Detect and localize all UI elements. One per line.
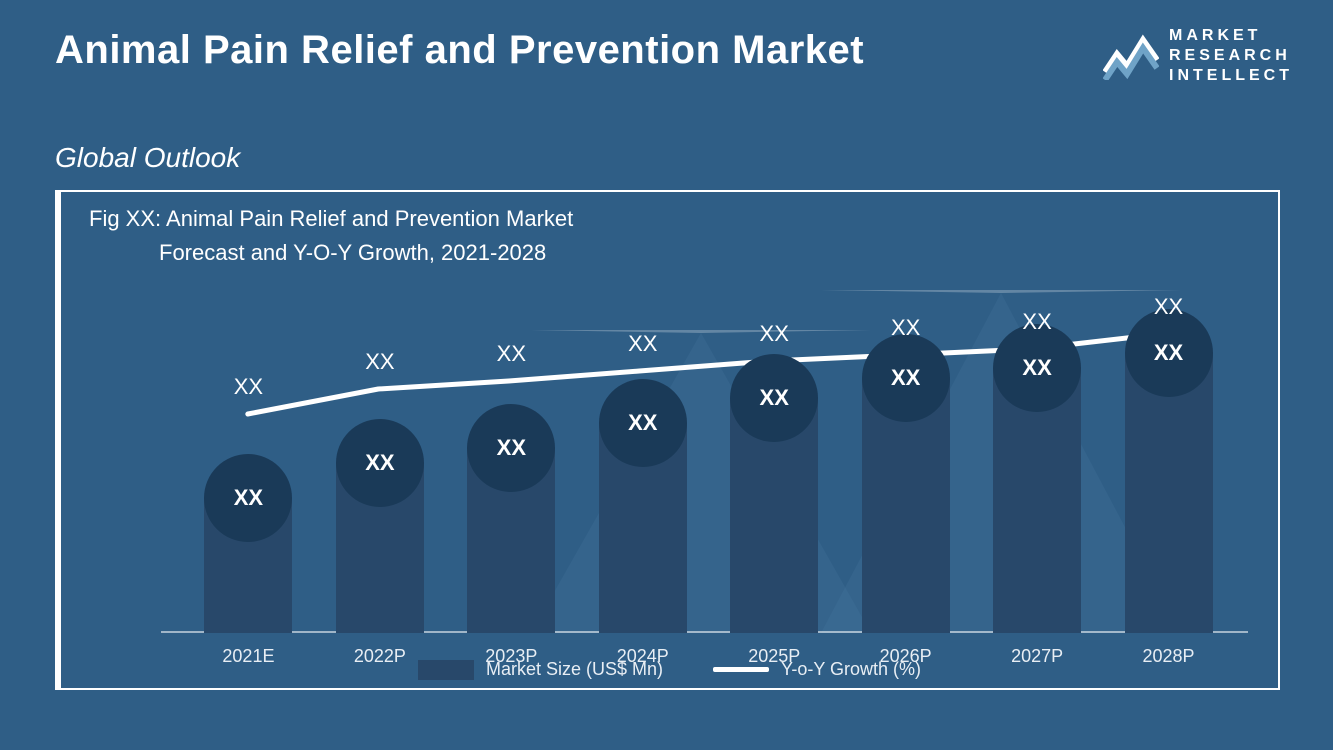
logo-mark-icon <box>1103 32 1159 80</box>
bar-group: XX <box>336 463 424 633</box>
legend-item-bar: Market Size (US$ Mn) <box>418 659 663 680</box>
logo-line-2: RESEARCH <box>1169 46 1293 66</box>
brand-logo: MARKET RESEARCH INTELLECT <box>1103 26 1293 86</box>
logo-line-1: MARKET <box>1169 26 1293 46</box>
line-point-label: XX <box>204 374 292 400</box>
bar-value-label: XX <box>1125 309 1213 397</box>
bar-group: XX <box>599 423 687 633</box>
page-title: Animal Pain Relief and Prevention Market <box>55 28 864 73</box>
bar-value-label: XX <box>730 354 818 442</box>
logo-line-3: INTELLECT <box>1169 66 1293 86</box>
subtitle: Global Outlook <box>55 142 240 174</box>
legend-item-line: Y-o-Y Growth (%) <box>713 659 921 680</box>
legend-swatch-line <box>713 667 769 672</box>
legend: Market Size (US$ Mn) Y-o-Y Growth (%) <box>61 659 1278 680</box>
line-point-label: XX <box>730 321 818 347</box>
line-point-label: XX <box>336 349 424 375</box>
plot-area: XX2021EXXXX2022PXXXX2023PXXXX2024PXXXX20… <box>161 263 1248 633</box>
line-point-label: XX <box>993 309 1081 335</box>
bar-value-label: XX <box>204 454 292 542</box>
x-axis-line <box>161 631 1248 633</box>
bar-value-label: XX <box>993 324 1081 412</box>
legend-label-line: Y-o-Y Growth (%) <box>781 659 921 680</box>
legend-swatch-bar <box>418 660 474 680</box>
bar-value-label: XX <box>862 334 950 422</box>
growth-line <box>161 263 1248 633</box>
logo-text: MARKET RESEARCH INTELLECT <box>1169 26 1293 86</box>
line-point-label: XX <box>467 341 555 367</box>
bar-group: XX <box>730 398 818 633</box>
bar-value-label: XX <box>467 404 555 492</box>
legend-label-bar: Market Size (US$ Mn) <box>486 659 663 680</box>
figure-caption-line1: Fig XX: Animal Pain Relief and Preventio… <box>89 206 573 232</box>
chart-frame: Fig XX: Animal Pain Relief and Preventio… <box>55 190 1280 690</box>
bar-group: XX <box>862 378 950 633</box>
bar-group: XX <box>1125 353 1213 633</box>
bar-value-label: XX <box>599 379 687 467</box>
bar-group: XX <box>993 368 1081 633</box>
line-point-label: XX <box>599 331 687 357</box>
bar-group: XX <box>467 448 555 633</box>
line-point-label: XX <box>1125 294 1213 320</box>
line-point-label: XX <box>862 315 950 341</box>
bar-value-label: XX <box>336 419 424 507</box>
bar-group: XX <box>204 498 292 633</box>
